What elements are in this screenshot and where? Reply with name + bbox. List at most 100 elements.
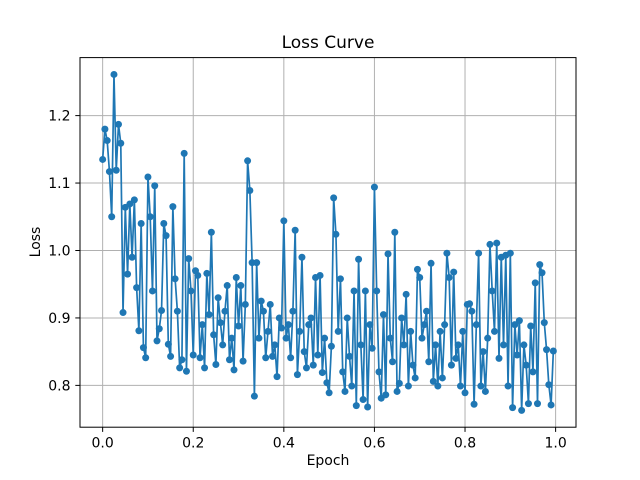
data-point xyxy=(250,392,258,400)
data-point xyxy=(110,70,118,78)
data-point xyxy=(246,186,254,194)
data-point xyxy=(189,351,197,359)
data-point xyxy=(264,327,272,335)
data-point xyxy=(182,367,190,375)
data-point xyxy=(418,334,426,342)
data-point xyxy=(452,354,460,362)
data-point xyxy=(212,360,220,368)
data-point xyxy=(275,314,283,322)
data-point xyxy=(443,249,451,257)
data-point xyxy=(545,381,553,389)
data-point xyxy=(201,364,209,372)
data-point xyxy=(171,275,179,283)
data-point xyxy=(350,287,358,295)
data-point xyxy=(158,307,166,315)
data-point xyxy=(547,401,555,409)
x-axis-label: Epoch xyxy=(306,453,350,469)
data-point xyxy=(307,314,315,322)
data-point xyxy=(373,287,381,295)
data-point xyxy=(302,364,310,372)
data-point xyxy=(128,253,136,261)
data-point xyxy=(355,255,363,263)
data-point xyxy=(291,226,299,234)
data-point xyxy=(198,321,206,329)
data-point xyxy=(520,341,528,349)
data-point xyxy=(214,294,222,302)
data-point xyxy=(459,327,467,335)
x-tick-label: 0.6 xyxy=(363,436,385,452)
data-point xyxy=(470,400,478,408)
x-tick-label: 1.0 xyxy=(544,436,566,452)
y-tick-label: 0.9 xyxy=(48,311,70,327)
x-tick-label: 0.8 xyxy=(454,436,476,452)
data-point xyxy=(162,232,170,240)
data-point xyxy=(230,366,238,374)
data-point xyxy=(330,194,338,202)
data-point xyxy=(130,196,138,204)
data-point xyxy=(466,300,474,308)
data-point xyxy=(133,284,141,292)
data-point xyxy=(237,282,245,290)
data-point xyxy=(323,379,331,387)
data-point xyxy=(445,273,453,281)
data-point xyxy=(438,374,446,382)
data-point xyxy=(513,351,521,359)
data-point xyxy=(282,334,290,342)
data-point xyxy=(298,253,306,261)
data-point xyxy=(235,322,243,330)
data-point xyxy=(348,382,356,390)
data-point xyxy=(339,368,347,376)
data-point xyxy=(300,348,308,356)
data-point xyxy=(411,374,419,382)
data-point xyxy=(278,324,286,332)
axes-background xyxy=(80,57,576,428)
data-point xyxy=(472,321,480,329)
data-point xyxy=(178,356,186,364)
data-point xyxy=(180,149,188,157)
data-point xyxy=(135,327,143,335)
data-point xyxy=(402,290,410,298)
data-point xyxy=(207,228,215,236)
data-point xyxy=(309,361,317,369)
data-point xyxy=(155,325,163,333)
data-point xyxy=(262,354,270,362)
data-point xyxy=(393,387,401,395)
data-point xyxy=(336,275,344,283)
data-point xyxy=(493,239,501,247)
data-point xyxy=(477,382,485,390)
data-point xyxy=(386,334,394,342)
data-point xyxy=(142,354,150,362)
chart-title: Loss Curve xyxy=(281,33,375,53)
data-point xyxy=(244,157,252,165)
data-point xyxy=(117,139,125,147)
data-point xyxy=(296,327,304,335)
y-axis-label: Loss xyxy=(28,226,44,258)
data-point xyxy=(119,309,127,317)
data-point xyxy=(221,307,229,315)
data-point xyxy=(216,319,224,327)
data-point xyxy=(273,373,281,381)
data-point xyxy=(379,311,387,319)
data-point xyxy=(225,356,233,364)
data-point xyxy=(456,382,464,390)
data-point xyxy=(425,358,433,366)
data-point xyxy=(518,406,526,414)
data-point xyxy=(524,400,532,408)
data-point xyxy=(359,396,367,404)
data-point xyxy=(105,168,113,176)
data-point xyxy=(423,307,431,315)
x-tick-label: 0.2 xyxy=(182,436,204,452)
data-point xyxy=(434,382,442,390)
data-point xyxy=(185,255,193,263)
data-point xyxy=(108,213,116,221)
x-tick-label: 0.0 xyxy=(92,436,114,452)
data-point xyxy=(287,354,295,362)
data-point xyxy=(318,369,326,377)
data-point xyxy=(169,203,177,211)
data-point xyxy=(536,261,544,269)
data-point xyxy=(543,346,551,354)
data-point xyxy=(115,120,122,128)
data-point xyxy=(99,155,107,163)
data-point xyxy=(346,352,354,360)
data-point xyxy=(101,125,109,133)
